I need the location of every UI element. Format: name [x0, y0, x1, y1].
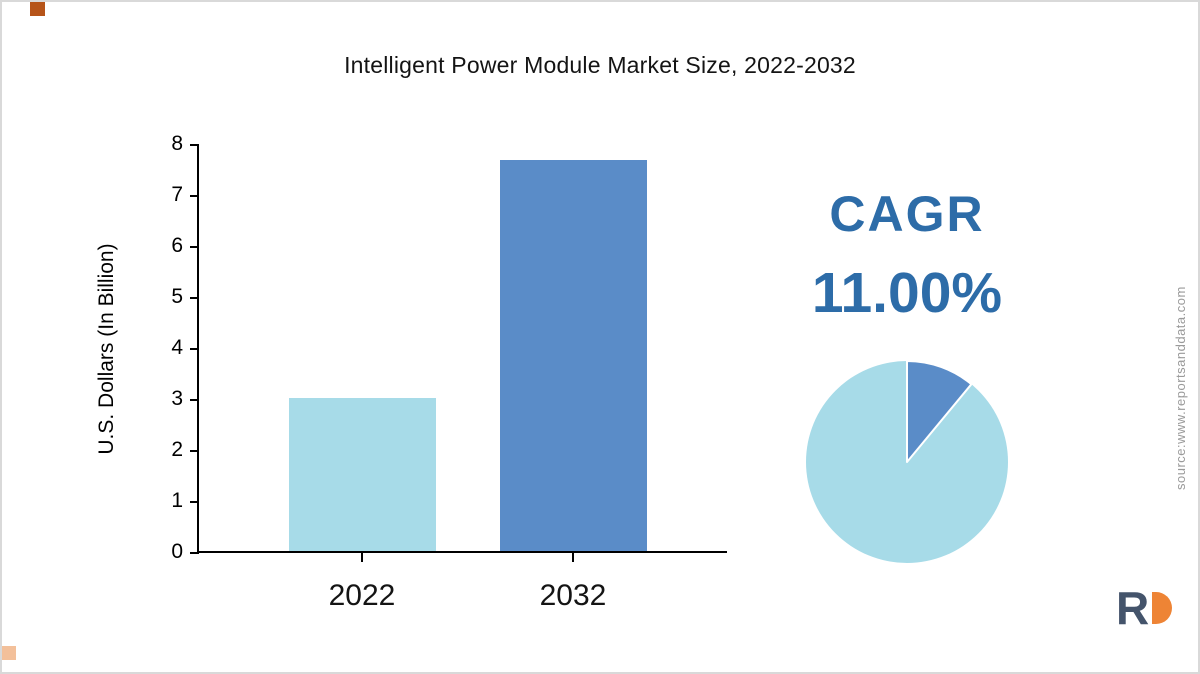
x-tick-mark: [572, 553, 574, 562]
bar-chart-plot-area: 0 1 2 3 4 5 6 7 8 2022 2032: [171, 132, 727, 612]
x-category-label: 2032: [539, 579, 607, 612]
y-tick-mark: [190, 144, 199, 146]
pie-chart: [806, 360, 1008, 563]
x-category-label: 2022: [328, 579, 396, 612]
y-tick-mark: [190, 348, 199, 350]
y-tick-label: 0: [171, 540, 183, 563]
y-tick-label: 2: [171, 438, 183, 461]
brand-logo: R: [1116, 582, 1173, 634]
source-note: source:www.reportsanddata.com: [1173, 286, 1188, 490]
bar-2022: [288, 398, 436, 551]
y-axis-label: U.S. Dollars (In Billion): [95, 243, 118, 455]
cagr-value: 11.00%: [811, 261, 1003, 325]
y-tick-mark: [190, 450, 199, 452]
logo-orange-shape-icon: [1152, 592, 1173, 624]
chart-title: Intelligent Power Module Market Size, 20…: [344, 52, 856, 78]
cagr-label: CAGR: [829, 186, 985, 242]
pie-cagr-slice: [906, 360, 973, 463]
y-tick-label: 5: [171, 285, 183, 308]
y-tick-mark: [190, 501, 199, 503]
y-tick-mark: [190, 399, 199, 401]
y-tick-label: 8: [171, 132, 183, 155]
corner-accent-top-left: [30, 2, 45, 16]
y-tick-mark: [190, 246, 199, 248]
bar-2032: [499, 160, 647, 551]
y-tick-label: 7: [171, 183, 183, 206]
corner-accent-bottom-left: [2, 646, 16, 660]
y-tick-mark: [190, 297, 199, 299]
y-tick-label: 3: [171, 387, 183, 410]
y-tick-label: 6: [171, 234, 183, 257]
y-tick-mark: [190, 195, 199, 197]
y-tick-label: 1: [171, 489, 183, 512]
logo-letter: R: [1116, 582, 1150, 634]
x-tick-mark: [361, 553, 363, 562]
y-tick-mark: [190, 552, 199, 554]
y-tick-label: 4: [171, 336, 183, 359]
